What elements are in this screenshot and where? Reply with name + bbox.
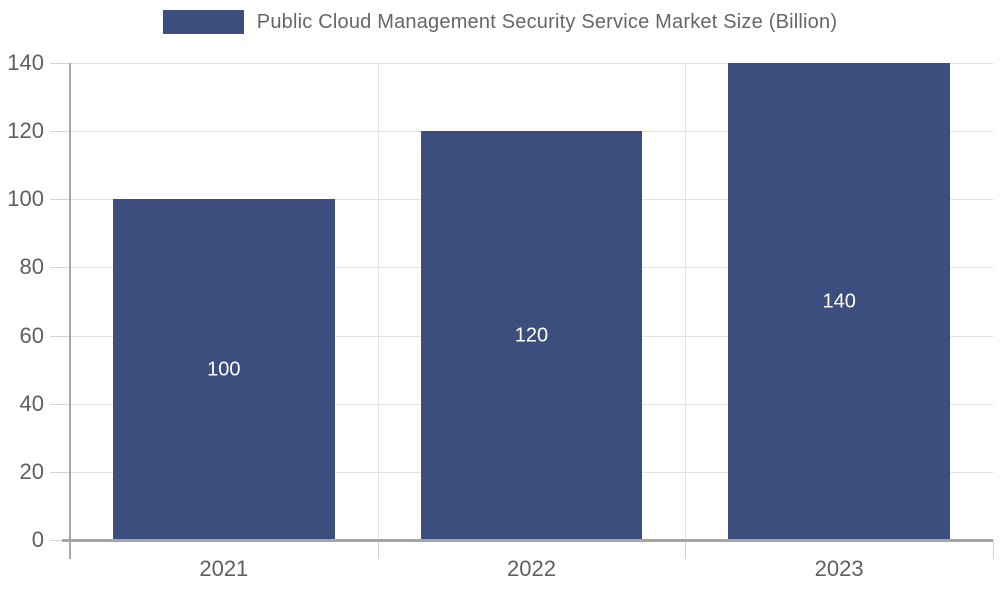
y-tick-label: 100 bbox=[7, 186, 44, 212]
chart-legend[interactable]: Public Cloud Management Security Service… bbox=[0, 10, 1000, 34]
x-tick-mark bbox=[685, 540, 687, 559]
x-tick-label: 2021 bbox=[199, 556, 249, 581]
y-tick-mark bbox=[50, 199, 70, 201]
y-axis-line bbox=[69, 63, 71, 559]
bar: 120 bbox=[420, 131, 643, 540]
x-gridline bbox=[685, 63, 687, 540]
y-tick-label: 40 bbox=[19, 390, 44, 416]
y-tick-mark bbox=[50, 403, 70, 405]
y-tick-label: 60 bbox=[19, 322, 44, 348]
legend-swatch-icon bbox=[162, 10, 244, 34]
bar-value-label: 140 bbox=[822, 290, 856, 312]
plot-area: 100 120 140 0 20 40 60 80 100 120 140 2021 2022 2023 bbox=[7, 50, 994, 581]
legend-label: Public Cloud Management Security Service… bbox=[256, 10, 838, 33]
y-tick-mark bbox=[50, 131, 70, 133]
x-tick-mark bbox=[377, 540, 379, 559]
y-tick-label: 120 bbox=[7, 118, 44, 144]
bar-value-label: 120 bbox=[514, 324, 549, 347]
y-tick-mark bbox=[50, 63, 70, 64]
y-gridline bbox=[70, 63, 993, 64]
bar-value-label: 100 bbox=[207, 358, 241, 381]
y-tick-mark bbox=[50, 335, 70, 337]
x-axis-line bbox=[62, 539, 993, 542]
y-tick-mark bbox=[50, 471, 70, 473]
y-tick-mark bbox=[50, 267, 70, 269]
y-tick-label: 0 bbox=[31, 527, 44, 552]
y-tick-label: 20 bbox=[19, 458, 44, 484]
y-tick-mark bbox=[50, 540, 70, 541]
x-gridline bbox=[377, 63, 379, 540]
x-tick-label: 2022 bbox=[507, 556, 556, 581]
x-tick-label: 2023 bbox=[814, 556, 864, 581]
bar: 140 bbox=[728, 63, 950, 540]
x-tick-mark bbox=[993, 540, 994, 559]
bar: 100 bbox=[113, 199, 335, 540]
y-tick-label: 80 bbox=[19, 254, 44, 280]
y-tick-label: 140 bbox=[7, 50, 44, 75]
